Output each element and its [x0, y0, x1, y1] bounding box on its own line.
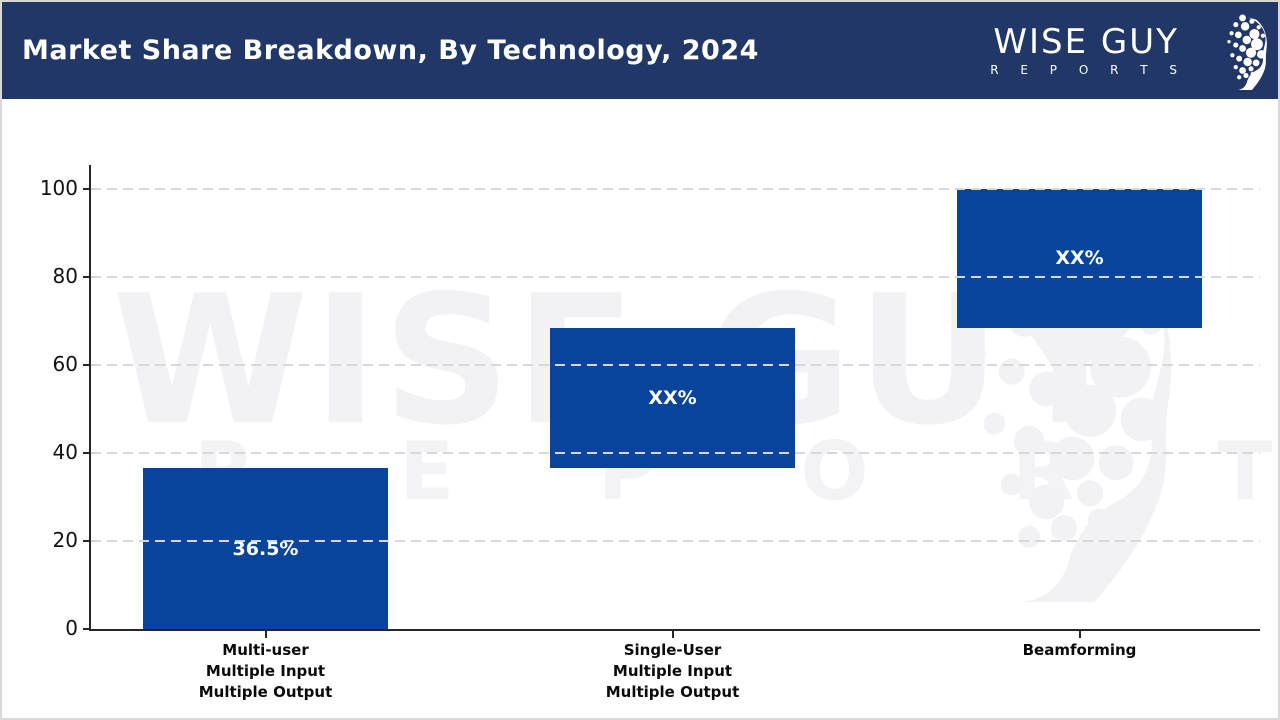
- bar-value-label: XX%: [1055, 247, 1104, 270]
- gridline: [91, 540, 1260, 542]
- x-tick-mark: [671, 631, 674, 638]
- logo-face-icon: [1227, 14, 1267, 90]
- y-tick-label: 40: [52, 440, 78, 464]
- logo-subtitle: R E P O R T S: [990, 63, 1186, 77]
- x-tick-mark: [264, 631, 267, 638]
- bar-segment: 36.5%: [143, 468, 388, 629]
- logo-text: WISE GUY R E P O R T S: [986, 25, 1186, 76]
- bar-segment: XX%: [550, 327, 795, 469]
- bar-segment: XX%: [957, 189, 1202, 328]
- gridline: [91, 276, 1260, 278]
- y-tick-mark: [83, 188, 90, 190]
- bar-value-label: XX%: [648, 386, 697, 409]
- gridline: [91, 452, 1260, 454]
- logo-wordmark: WISE GUY: [993, 22, 1179, 62]
- y-tick-label: 80: [52, 264, 78, 288]
- y-tick-mark: [83, 364, 90, 366]
- y-tick-label: 20: [52, 528, 78, 552]
- y-axis-line: [89, 165, 91, 631]
- y-tick-label: 60: [52, 352, 78, 376]
- page-title: Market Share Breakdown, By Technology, 2…: [22, 35, 759, 66]
- wiseguy-logo: WISE GUY R E P O R T S: [986, 10, 1268, 92]
- x-category-label: Multi-user Multiple Input Multiple Outpu…: [198, 641, 333, 701]
- y-tick-mark: [83, 540, 90, 542]
- gridline: [91, 188, 1260, 190]
- y-tick-label: 0: [65, 616, 78, 640]
- y-tick-mark: [83, 452, 90, 454]
- x-category-label: Single-User Multiple Input Multiple Outp…: [605, 641, 740, 701]
- y-tick-mark: [83, 276, 90, 278]
- header-bar: Market Share Breakdown, By Technology, 2…: [2, 2, 1278, 99]
- x-category-label: Beamforming: [1022, 641, 1137, 659]
- gridline: [91, 364, 1260, 366]
- y-tick-mark: [83, 628, 90, 630]
- y-tick-label: 100: [39, 176, 78, 200]
- x-tick-mark: [1078, 631, 1081, 638]
- x-axis-line: [89, 629, 1260, 631]
- bar-value-label: 36.5%: [232, 537, 299, 560]
